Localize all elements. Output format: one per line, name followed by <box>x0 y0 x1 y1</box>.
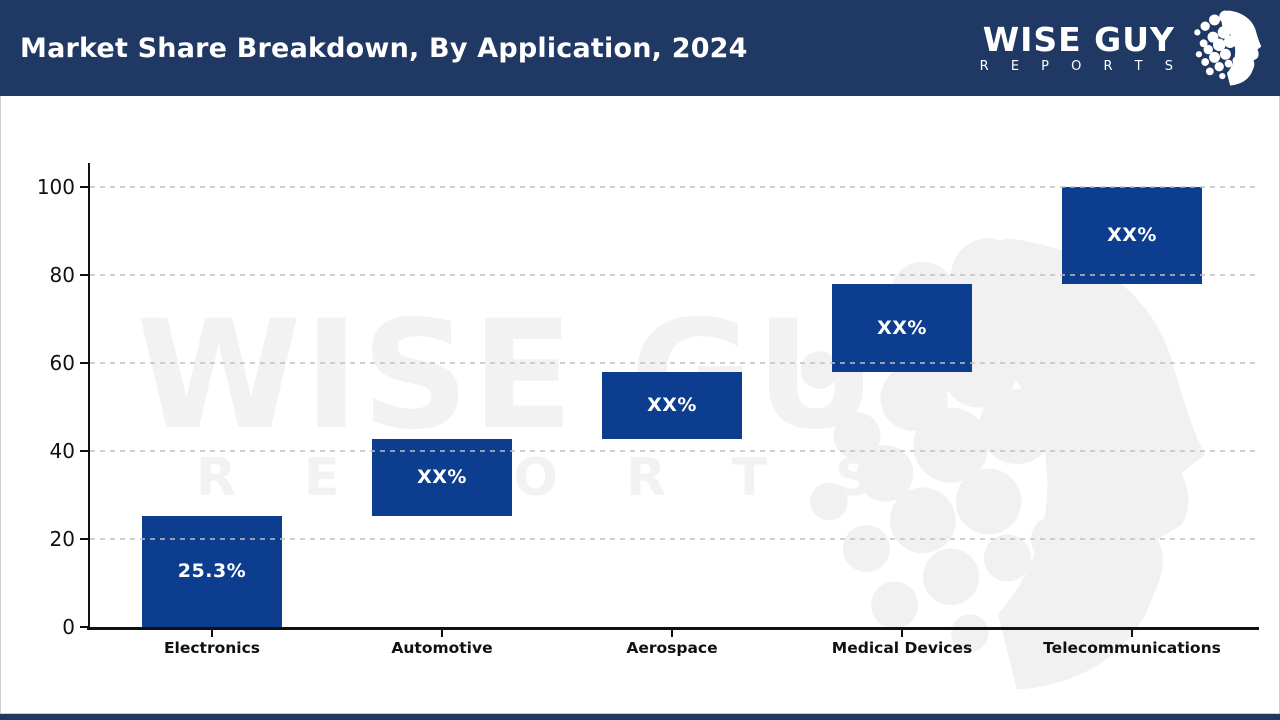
gridline-60 <box>90 362 1257 364</box>
y-tick-label-60: 60 <box>49 351 75 375</box>
bar-value-label-aerospace: XX% <box>647 394 697 417</box>
brand-logo: WISE GUY R E P O R T S <box>976 6 1280 90</box>
bar-value-label-telecommunications: XX% <box>1107 224 1157 247</box>
y-tick-mark-20 <box>80 538 88 540</box>
y-tick-mark-40 <box>80 450 88 452</box>
x-tick-mark-medical-devices <box>901 630 903 637</box>
watermark-subtitle-text: REPORTS <box>196 448 941 508</box>
x-tick-label-medical-devices: Medical Devices <box>831 639 973 657</box>
head-profile-icon <box>1194 10 1262 86</box>
y-tick-label-20: 20 <box>49 527 75 551</box>
y-tick-label-100: 100 <box>36 175 75 199</box>
footer-bar <box>0 714 1280 720</box>
x-tick-mark-aerospace <box>671 630 673 637</box>
y-tick-label-40: 40 <box>49 439 75 463</box>
brand-name: WISE GUY <box>982 19 1175 59</box>
x-axis-line <box>87 627 1259 630</box>
gridline-100 <box>90 186 1257 188</box>
x-tick-label-automotive: Automotive <box>391 639 493 657</box>
x-tick-label-electronics: Electronics <box>163 639 261 657</box>
header-bar: Market Share Breakdown, By Application, … <box>0 0 1280 96</box>
page-title: Market Share Breakdown, By Application, … <box>20 32 748 64</box>
chart-area: WISE GUY REPORTS 0 20 40 60 80 100 25.3% Electr… <box>0 96 1280 714</box>
x-tick-label-telecommunications: Telecommunications <box>1043 639 1221 657</box>
y-tick-label-0: 0 <box>62 615 75 639</box>
bar-aerospace: XX% <box>602 371 742 439</box>
gridline-20 <box>90 538 1257 540</box>
bar-medical-devices: XX% <box>832 283 972 372</box>
y-tick-mark-100 <box>80 186 88 188</box>
bar-telecommunications: XX% <box>1062 187 1202 284</box>
bar-value-label-medical-devices: XX% <box>877 316 927 339</box>
brand-logo-text: WISE GUY R E P O R T S <box>976 19 1182 74</box>
x-tick-mark-telecommunications <box>1131 630 1133 637</box>
gridline-80 <box>90 274 1257 276</box>
brand-subtitle: R E P O R T S <box>979 58 1182 74</box>
x-tick-mark-electronics <box>211 630 213 637</box>
bar-value-label-automotive: XX% <box>417 466 467 489</box>
x-tick-label-aerospace: Aerospace <box>626 639 718 657</box>
y-tick-mark-80 <box>80 274 88 276</box>
y-tick-label-80: 80 <box>49 263 75 287</box>
bar-value-label-electronics: 25.3% <box>177 560 247 583</box>
y-tick-mark-0 <box>80 626 88 628</box>
gridline-40 <box>90 450 1257 452</box>
bar-electronics: 25.3% <box>142 515 282 627</box>
x-tick-mark-automotive <box>441 630 443 637</box>
y-axis-line <box>88 163 90 629</box>
y-tick-mark-60 <box>80 362 88 364</box>
